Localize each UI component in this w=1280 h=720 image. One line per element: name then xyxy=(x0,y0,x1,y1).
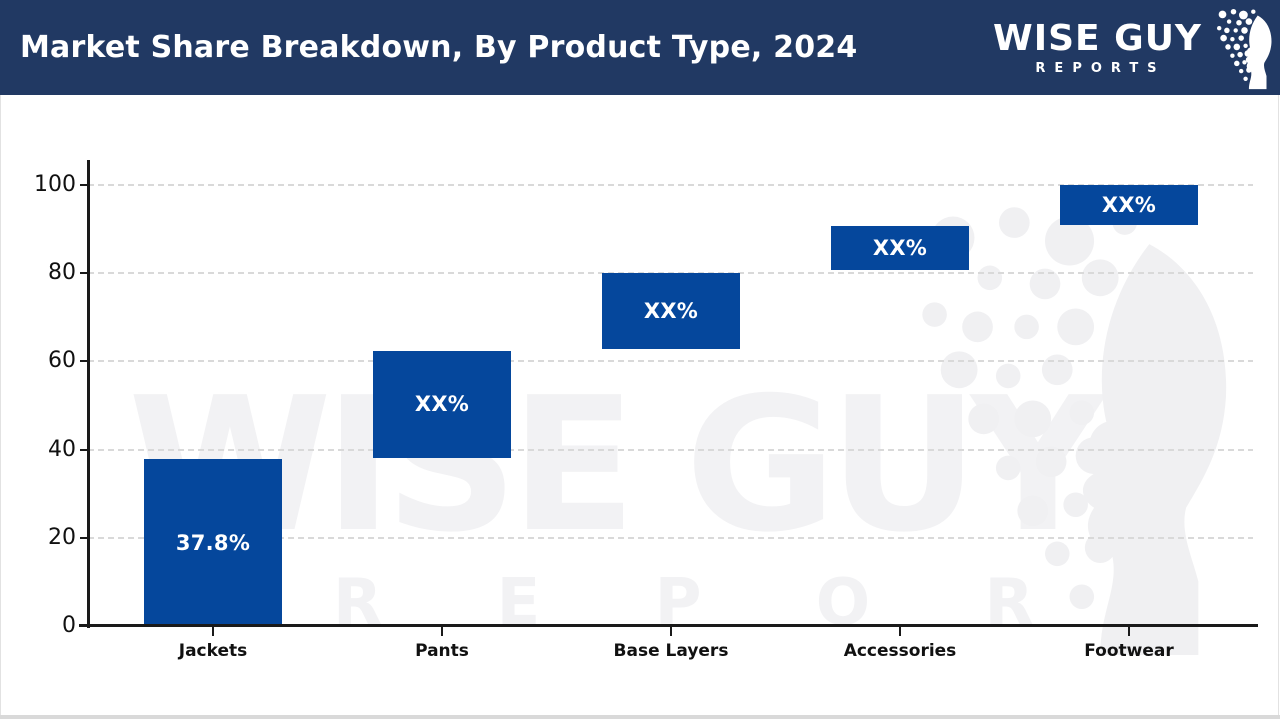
category-label-2: Base Layers xyxy=(613,641,729,661)
x-tick-4 xyxy=(1128,627,1130,636)
y-tick-label-0: 0 xyxy=(62,613,76,638)
bar-base-layers: XX% xyxy=(602,272,740,350)
watermark: WISE GUY R E P O R T S xyxy=(128,357,1280,641)
left-border xyxy=(0,95,1,716)
gridline-100 xyxy=(88,184,1253,186)
right-border xyxy=(1278,95,1279,716)
bar-jackets: 37.8% xyxy=(144,459,282,626)
y-tick-label-20: 20 xyxy=(48,524,76,550)
bar-value-label: 37.8% xyxy=(175,530,251,555)
gridline-40 xyxy=(88,448,1253,451)
watermark-line2: R E P O R T S xyxy=(333,566,1280,640)
x-tick-1 xyxy=(441,627,443,636)
y-tick-20 xyxy=(80,536,88,539)
x-tick-0 xyxy=(212,627,214,636)
brand-logo-text: WISE GUY REPORTS xyxy=(992,17,1202,76)
category-label-1: Pants xyxy=(415,641,469,661)
category-label-4: Footwear xyxy=(1084,641,1174,661)
brand-logo: WISE GUY REPORTS xyxy=(993,6,1272,90)
bar-value-label: XX% xyxy=(1101,192,1157,217)
category-label-3: Accessories xyxy=(843,641,957,661)
y-tick-label-40: 40 xyxy=(48,436,76,462)
y-axis-line xyxy=(87,160,90,628)
y-tick-label-80: 80 xyxy=(48,260,76,286)
bottom-border xyxy=(0,715,1280,719)
header: Market Share Breakdown, By Product Type,… xyxy=(0,0,1280,95)
gridline-60 xyxy=(88,360,1253,363)
gridline-20 xyxy=(88,536,1253,539)
y-tick-100 xyxy=(80,184,88,186)
y-tick-60 xyxy=(80,360,88,363)
bar-value-label: XX% xyxy=(872,235,928,260)
page-title: Market Share Breakdown, By Product Type,… xyxy=(20,30,858,65)
bar-footwear: XX% xyxy=(1060,185,1198,225)
x-tick-2 xyxy=(670,627,672,636)
bar-value-label: XX% xyxy=(643,299,699,324)
y-tick-label-100: 100 xyxy=(34,172,76,197)
bar-pants: XX% xyxy=(373,350,511,458)
y-tick-label-60: 60 xyxy=(48,348,76,374)
brand-name: WISE GUY xyxy=(992,17,1202,59)
bar-accessories: XX% xyxy=(831,225,969,271)
y-tick-80 xyxy=(80,272,88,275)
watermark-line1: WISE GUY xyxy=(128,357,1105,573)
bar-value-label: XX% xyxy=(414,392,470,417)
category-label-0: Jackets xyxy=(178,641,248,661)
brand-face-icon xyxy=(1206,6,1272,90)
brand-subtitle: REPORTS xyxy=(1035,60,1166,76)
x-axis-line xyxy=(79,624,1258,627)
y-tick-40 xyxy=(80,448,88,451)
x-tick-3 xyxy=(899,627,901,636)
